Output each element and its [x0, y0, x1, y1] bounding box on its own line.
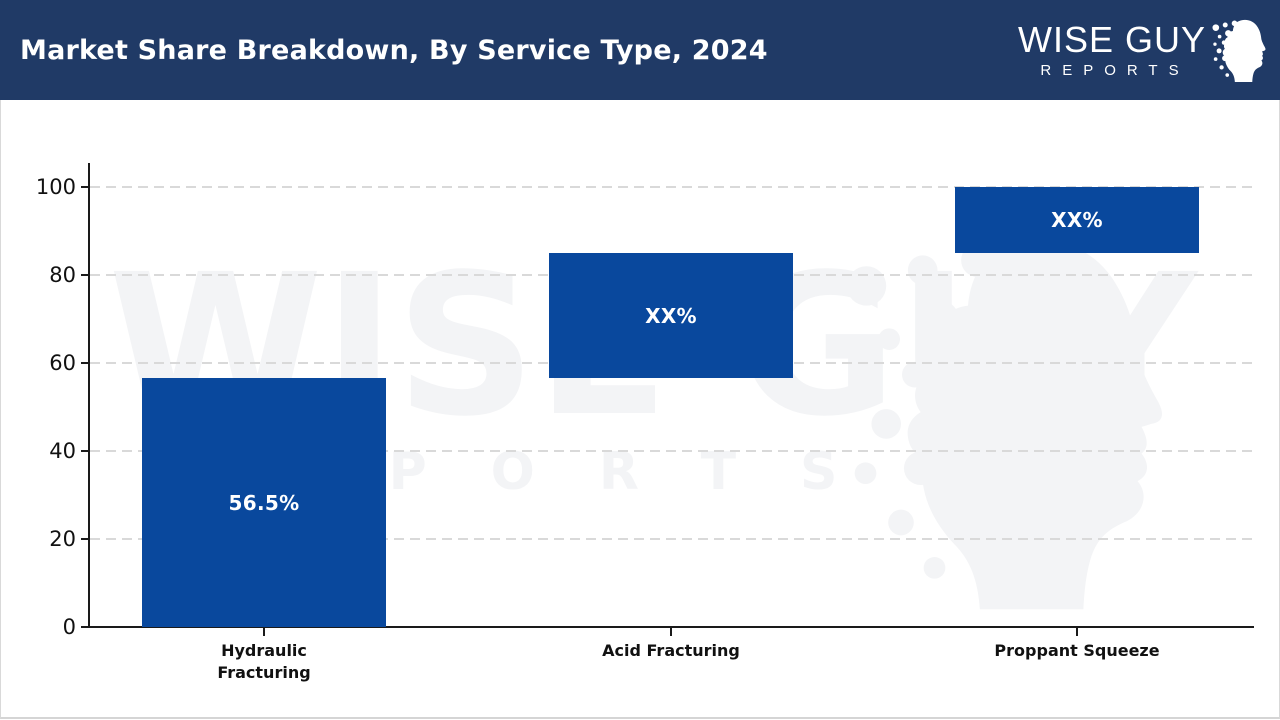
y-tick-label: 20: [49, 527, 76, 551]
gridline-20: [90, 538, 1253, 540]
x-tick-mark: [1076, 628, 1078, 636]
bar-value-label: XX%: [1051, 208, 1103, 232]
y-tick-mark: [81, 274, 89, 276]
x-category-label: Hydraulic Fracturing: [217, 641, 311, 682]
y-tick-label: 60: [49, 351, 76, 375]
gridline-100: [90, 186, 1253, 188]
x-tick-mark: [670, 628, 672, 636]
x-tick-mark: [263, 628, 265, 636]
y-tick-mark: [81, 362, 89, 364]
bar-value-label: XX%: [645, 303, 697, 328]
header-bar: Market Share Breakdown, By Service Type,…: [0, 0, 1280, 100]
bar-value-label: 56.5%: [228, 490, 300, 515]
x-category-label: Acid Fracturing: [602, 641, 740, 660]
x-axis-line: [88, 626, 1254, 628]
page-title: Market Share Breakdown, By Service Type,…: [20, 34, 768, 66]
brand-logo-text: WISE GUY REPORTS: [1017, 18, 1206, 79]
bar-acid-fracturing: XX%: [549, 253, 793, 379]
watermark-face-icon: [846, 240, 1163, 610]
brand-subname: REPORTS: [1040, 61, 1190, 79]
bar-proppant-squeeze: XX%: [955, 187, 1199, 253]
gridline-40: [90, 450, 1253, 452]
y-tick-mark: [81, 186, 89, 188]
y-tick-label: 40: [49, 439, 76, 463]
y-tick-label: 100: [35, 175, 76, 199]
y-tick-label: 80: [49, 263, 76, 287]
y-tick-mark: [81, 538, 89, 540]
brand-face-icon: [1212, 19, 1266, 82]
bar-hydraulic-fracturing: 56.5%: [142, 378, 386, 627]
brand-logo: WISE GUY REPORTS: [1018, 0, 1268, 100]
brand-name: WISE GUY: [1017, 18, 1206, 60]
y-tick-mark: [81, 626, 89, 628]
y-axis-line: [88, 163, 90, 628]
y-tick-mark: [81, 450, 89, 452]
x-category-label: Proppant Squeeze: [994, 641, 1160, 660]
y-tick-label: 0: [62, 615, 76, 639]
